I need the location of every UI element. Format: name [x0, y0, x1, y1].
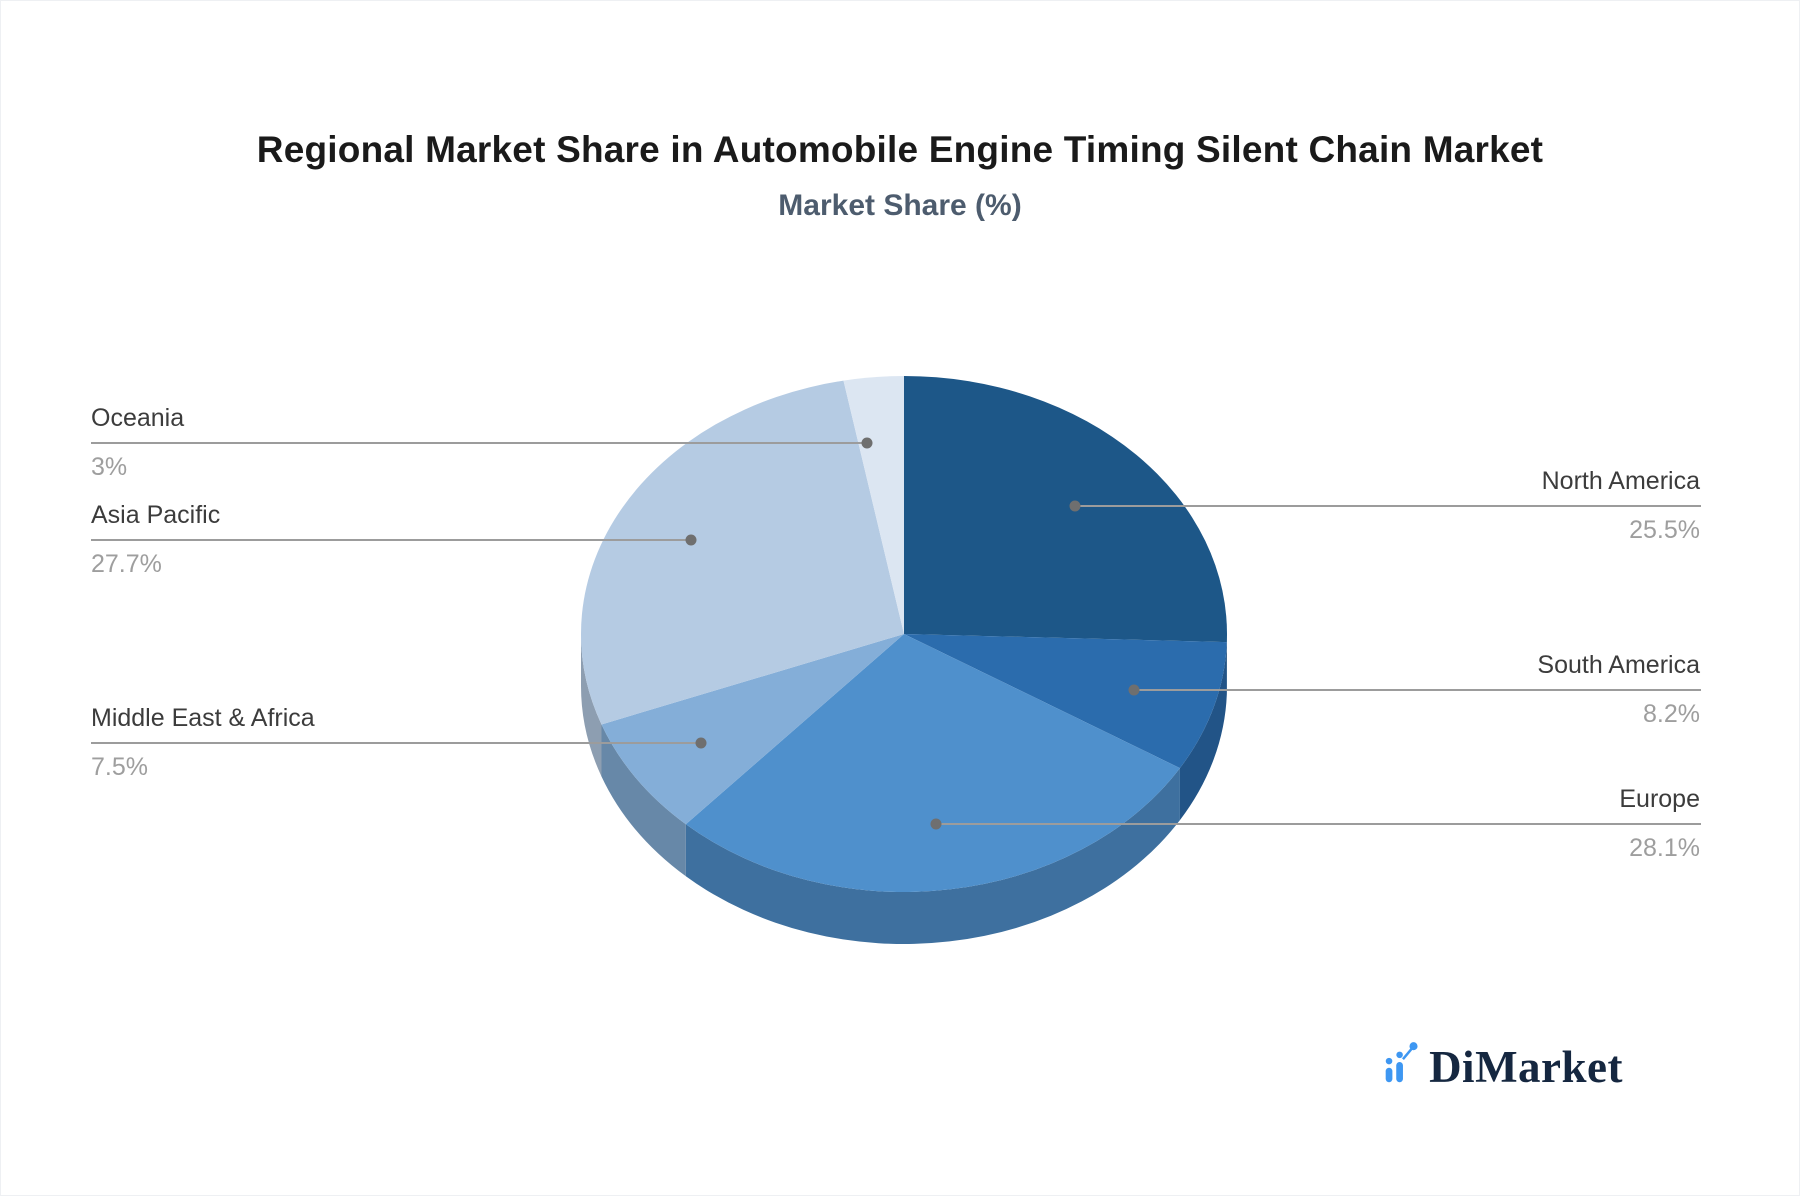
callout-region-value: 8.2% [1643, 700, 1700, 728]
pie-rim-south-america [1179, 642, 1227, 821]
pie-slice-middle-east-africa[interactable] [601, 634, 904, 825]
pie-rim-asia-pacific [581, 634, 602, 777]
leader-dot [1128, 684, 1140, 696]
bar-chart-trend-icon [1385, 1042, 1418, 1083]
dimarket-logo: DiMarket [1384, 1039, 1623, 1090]
dimarket-logo-text: DiMarket [1429, 1042, 1623, 1092]
callout-region-value: 7.5% [91, 753, 148, 781]
pie-slice-asia-pacific[interactable] [581, 380, 904, 725]
pie-rim-europe [685, 768, 1180, 944]
pie-rim-middle-east-africa [601, 724, 686, 877]
callout-region-name: Asia Pacific [91, 501, 221, 529]
leader-dot [930, 818, 942, 830]
callout-region-value: 25.5% [1629, 516, 1700, 544]
callout-region-value: 28.1% [1629, 834, 1700, 862]
callout-region-name: South America [1537, 651, 1700, 679]
leader-dot [685, 534, 697, 546]
leader-dot [695, 737, 707, 749]
pie-slice-oceania[interactable] [843, 376, 904, 634]
callout-region-value: 3% [91, 453, 128, 481]
callout-region-name: Oceania [91, 404, 185, 432]
chart-title: Regional Market Share in Automobile Engi… [256, 129, 1544, 170]
pie-slice-north-america[interactable] [904, 376, 1227, 643]
callout-region-value: 27.7% [91, 550, 162, 578]
callout-region-name: North America [1541, 467, 1700, 495]
callout-region-name: Europe [1619, 785, 1700, 813]
pie-slice-south-america[interactable] [904, 634, 1227, 769]
callout-region-name: Middle East & Africa [91, 704, 315, 732]
leader-dot [861, 437, 873, 449]
pie-slice-europe[interactable] [685, 634, 1180, 893]
leader-dot [1069, 500, 1081, 512]
chart-subtitle: Market Share (%) [778, 189, 1022, 222]
